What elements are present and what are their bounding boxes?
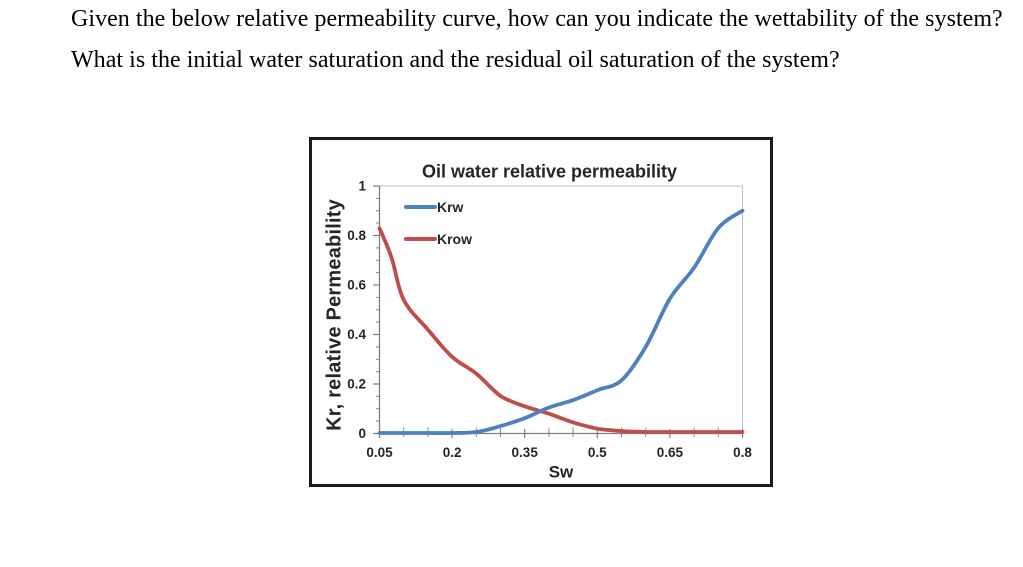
svg-text:0: 0 <box>358 426 366 441</box>
svg-text:0.8: 0.8 <box>347 228 366 243</box>
svg-text:0.6: 0.6 <box>347 277 366 292</box>
svg-text:0.4: 0.4 <box>347 327 366 342</box>
svg-text:Krow: Krow <box>437 231 472 247</box>
svg-text:0.2: 0.2 <box>347 376 366 391</box>
svg-text:Krw: Krw <box>437 199 464 215</box>
svg-text:Kr, relative Permeability: Kr, relative Permeability <box>323 198 345 430</box>
svg-text:Sw: Sw <box>548 462 573 481</box>
svg-text:0.2: 0.2 <box>442 445 461 460</box>
svg-text:0.8: 0.8 <box>733 445 752 460</box>
svg-text:0.65: 0.65 <box>656 445 683 460</box>
svg-text:1: 1 <box>358 178 366 193</box>
svg-text:0.5: 0.5 <box>587 445 606 460</box>
svg-text:Oil water relative permeabilit: Oil water relative permeability <box>421 161 676 181</box>
svg-text:0.05: 0.05 <box>366 445 393 460</box>
svg-text:0.35: 0.35 <box>511 445 538 460</box>
